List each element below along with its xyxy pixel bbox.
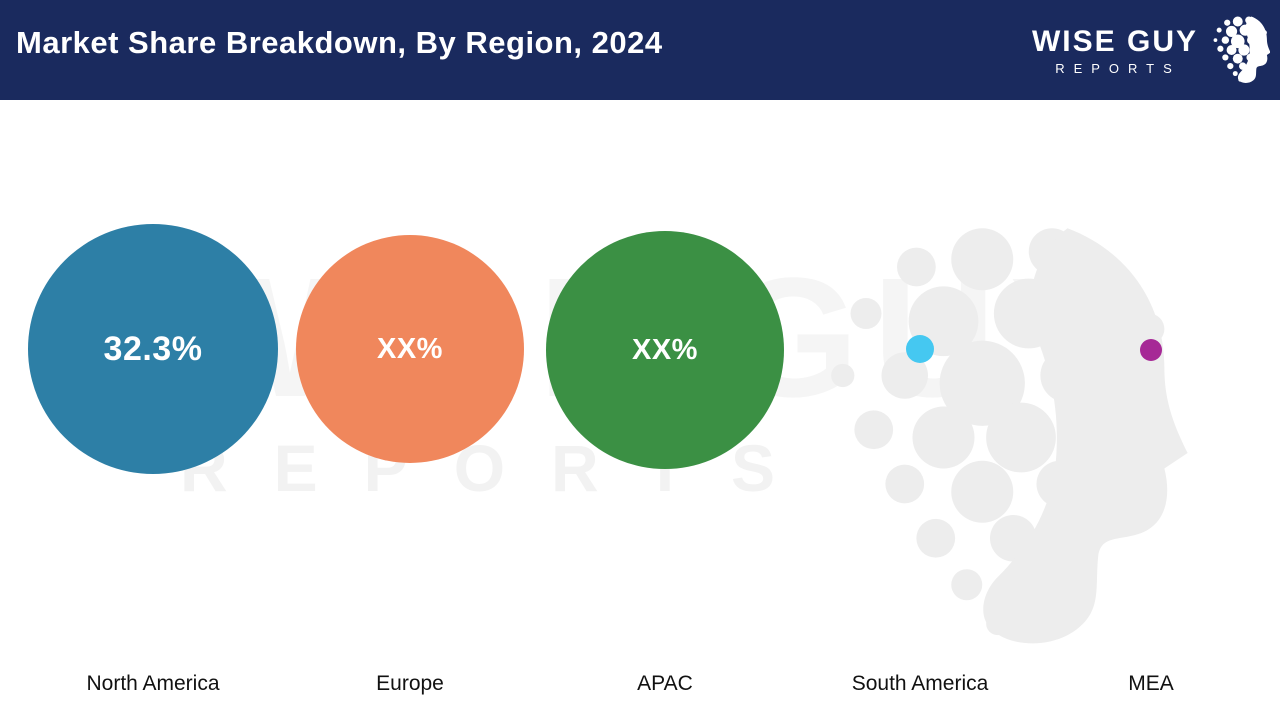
header-banner: Market Share Breakdown, By Region, 2024 … — [0, 0, 1280, 100]
bubble-apac: XX% — [546, 231, 784, 469]
watermark-head-icon — [831, 228, 1188, 644]
brand-text: WISE GUY REPORTS — [1032, 25, 1198, 76]
brand-head-icon — [1213, 16, 1270, 83]
bubble-chart: WISE GUY REPORTS 32.3% XX% XX% North Ame… — [0, 100, 1280, 720]
bubble-mea — [1140, 339, 1162, 361]
brand-logo: WISE GUY REPORTS — [1032, 12, 1280, 88]
category-label-north-america: North America — [86, 672, 220, 695]
category-label-europe: Europe — [376, 672, 444, 695]
bubble-europe: XX% — [296, 235, 524, 463]
bubble-value-label-north-america: 32.3% — [103, 329, 203, 368]
bubble-value-label-europe: XX% — [377, 332, 443, 365]
bubble-north-america: 32.3% — [28, 224, 278, 474]
brand-name: WISE GUY — [1031, 24, 1198, 58]
bubble-south-america — [906, 335, 934, 363]
category-label-apac: APAC — [637, 672, 693, 695]
bubble-value-label-apac: XX% — [632, 333, 698, 366]
category-label-mea: MEA — [1128, 672, 1174, 695]
brand-tagline: REPORTS — [1055, 60, 1181, 76]
category-label-south-america: South America — [851, 672, 989, 695]
page-title: Market Share Breakdown, By Region, 2024 — [16, 25, 663, 60]
